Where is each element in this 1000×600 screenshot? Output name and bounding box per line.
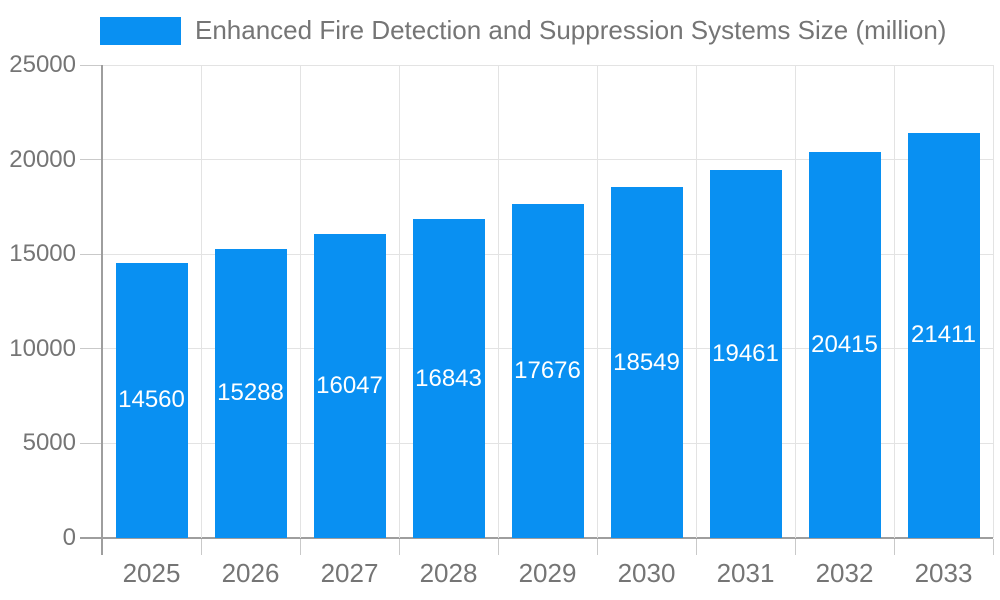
x-gridline [398, 65, 400, 538]
y-gridline [102, 159, 993, 161]
bar-value-label: 16843 [415, 364, 482, 392]
bar[interactable]: 21411 [907, 132, 980, 538]
bar[interactable]: 14560 [115, 262, 188, 538]
y-gridline [102, 64, 993, 66]
bar[interactable]: 17676 [511, 203, 584, 538]
bar[interactable]: 16047 [313, 234, 386, 538]
y-tick-mark [80, 537, 102, 539]
x-tick-mark [101, 539, 103, 555]
x-tick-mark [398, 539, 400, 555]
x-tick-label: 2033 [914, 558, 973, 588]
chart-title: Enhanced Fire Detection and Suppression … [195, 15, 947, 45]
x-gridline [200, 65, 202, 538]
x-axis-line [102, 537, 993, 539]
y-tick-mark [80, 348, 102, 350]
y-tick-mark [80, 253, 102, 255]
bar-value-label: 16047 [316, 372, 383, 400]
x-tick-label: 2032 [815, 558, 874, 588]
bar-value-label: 17676 [514, 356, 581, 384]
x-tick-mark [695, 539, 697, 555]
bar[interactable]: 19461 [709, 169, 782, 538]
x-gridline [992, 65, 994, 538]
x-gridline [497, 65, 499, 538]
legend[interactable]: Enhanced Fire Detection and Suppression … [100, 15, 946, 46]
x-tick-mark [299, 539, 301, 555]
x-gridline [893, 65, 895, 538]
x-tick-mark [893, 539, 895, 555]
x-gridline [596, 65, 598, 538]
x-tick-label: 2028 [419, 558, 478, 588]
y-tick-label: 20000 [9, 145, 76, 173]
x-gridline [299, 65, 301, 538]
y-tick-label: 15000 [9, 240, 76, 268]
y-tick-label: 0 [62, 524, 76, 551]
x-tick-mark [794, 539, 796, 555]
bar-value-label: 14560 [118, 386, 185, 414]
bar-value-label: 19461 [712, 339, 779, 367]
x-tick-label: 2026 [221, 558, 280, 588]
x-tick-label: 2031 [716, 558, 775, 588]
y-axis-line [101, 65, 103, 538]
x-tick-label: 2029 [518, 558, 577, 588]
x-tick-label: 2030 [617, 558, 676, 588]
x-tick-mark [992, 539, 994, 555]
x-gridline [794, 65, 796, 538]
x-tick-label: 2027 [320, 558, 379, 588]
bar[interactable]: 15288 [214, 248, 287, 538]
bar-value-label: 15288 [217, 379, 284, 407]
y-tick-mark [80, 442, 102, 444]
bar-value-label: 20415 [811, 330, 878, 358]
bar-value-label: 21411 [911, 321, 976, 349]
x-tick-mark [497, 539, 499, 555]
x-gridline [695, 65, 697, 538]
y-tick-label: 5000 [22, 429, 76, 457]
bar[interactable]: 20415 [808, 151, 881, 538]
y-tick-label: 10000 [9, 334, 76, 362]
bar[interactable]: 18549 [610, 187, 683, 538]
y-tick-mark [80, 64, 102, 66]
bar[interactable]: 16843 [412, 219, 485, 538]
x-tick-mark [200, 539, 202, 555]
y-tick-label: 25000 [9, 51, 76, 78]
legend-swatch [100, 16, 181, 45]
y-tick-mark [80, 159, 102, 161]
x-tick-label: 2025 [122, 558, 181, 588]
x-tick-mark [596, 539, 598, 555]
bar-value-label: 18549 [613, 348, 680, 376]
